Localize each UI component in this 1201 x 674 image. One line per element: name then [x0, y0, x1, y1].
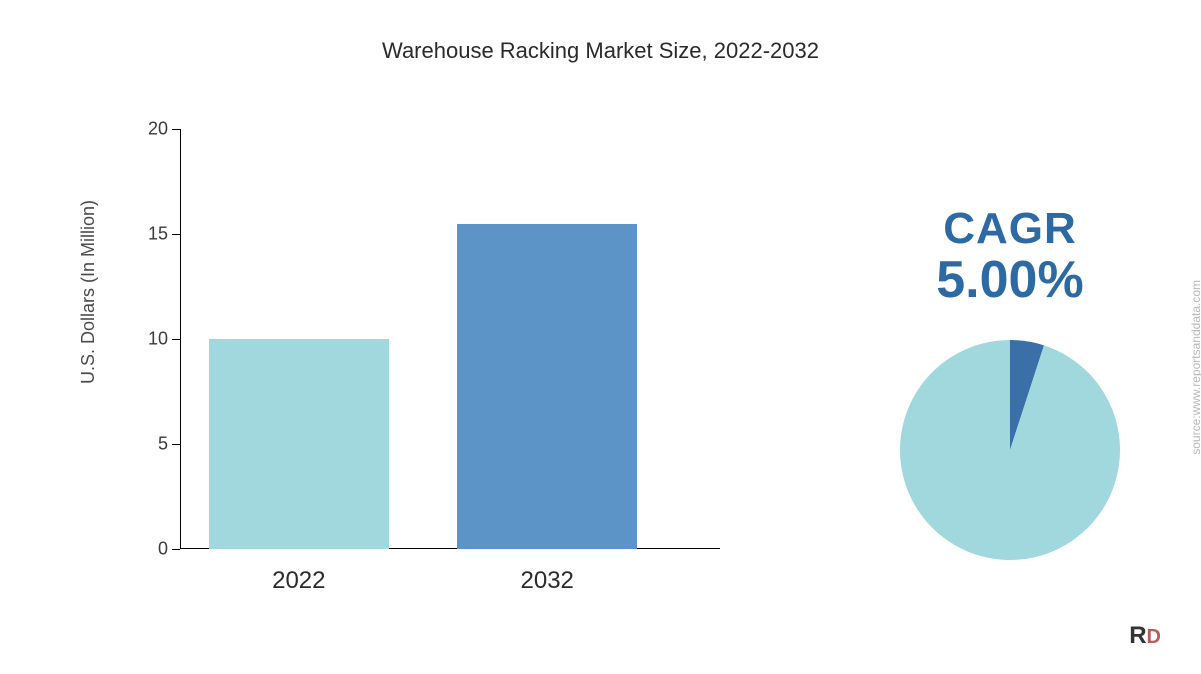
- brand-logo: RD: [1129, 622, 1161, 650]
- pie-chart: [900, 340, 1120, 560]
- pie-chart-wrap: [850, 340, 1170, 560]
- bar-2022: [209, 339, 389, 549]
- logo-d: D: [1147, 626, 1161, 648]
- y-tick: [172, 129, 180, 130]
- y-axis-line: [180, 129, 181, 549]
- x-category-label: 2032: [520, 567, 573, 595]
- bar-2032: [457, 224, 637, 550]
- y-tick: [172, 549, 180, 550]
- y-tick-label: 10: [132, 329, 168, 350]
- y-tick-label: 5: [132, 434, 168, 455]
- source-attribution: source:www.reportsanddata.com: [1189, 280, 1201, 455]
- pie-slice: [900, 340, 1120, 560]
- chart-container: Warehouse Racking Market Size, 2022-2032…: [0, 0, 1201, 674]
- content-row: U.S. Dollars (In Million) 05101520202220…: [40, 104, 1161, 624]
- y-axis-label: U.S. Dollars (In Million): [78, 200, 99, 384]
- chart-title: Warehouse Racking Market Size, 2022-2032: [40, 38, 1161, 64]
- bar-chart-area: U.S. Dollars (In Million) 05101520202220…: [40, 104, 760, 624]
- bar-chart-plot: 0510152020222032: [180, 129, 720, 549]
- cagr-value: 5.00%: [850, 250, 1170, 310]
- y-tick-label: 15: [132, 224, 168, 245]
- y-tick-label: 0: [132, 539, 168, 560]
- cagr-panel: CAGR 5.00%: [850, 204, 1170, 560]
- y-tick: [172, 339, 180, 340]
- y-tick: [172, 444, 180, 445]
- cagr-label: CAGR: [850, 204, 1170, 254]
- x-category-label: 2022: [272, 567, 325, 595]
- logo-r: R: [1129, 622, 1146, 649]
- y-tick: [172, 234, 180, 235]
- y-tick-label: 20: [132, 119, 168, 140]
